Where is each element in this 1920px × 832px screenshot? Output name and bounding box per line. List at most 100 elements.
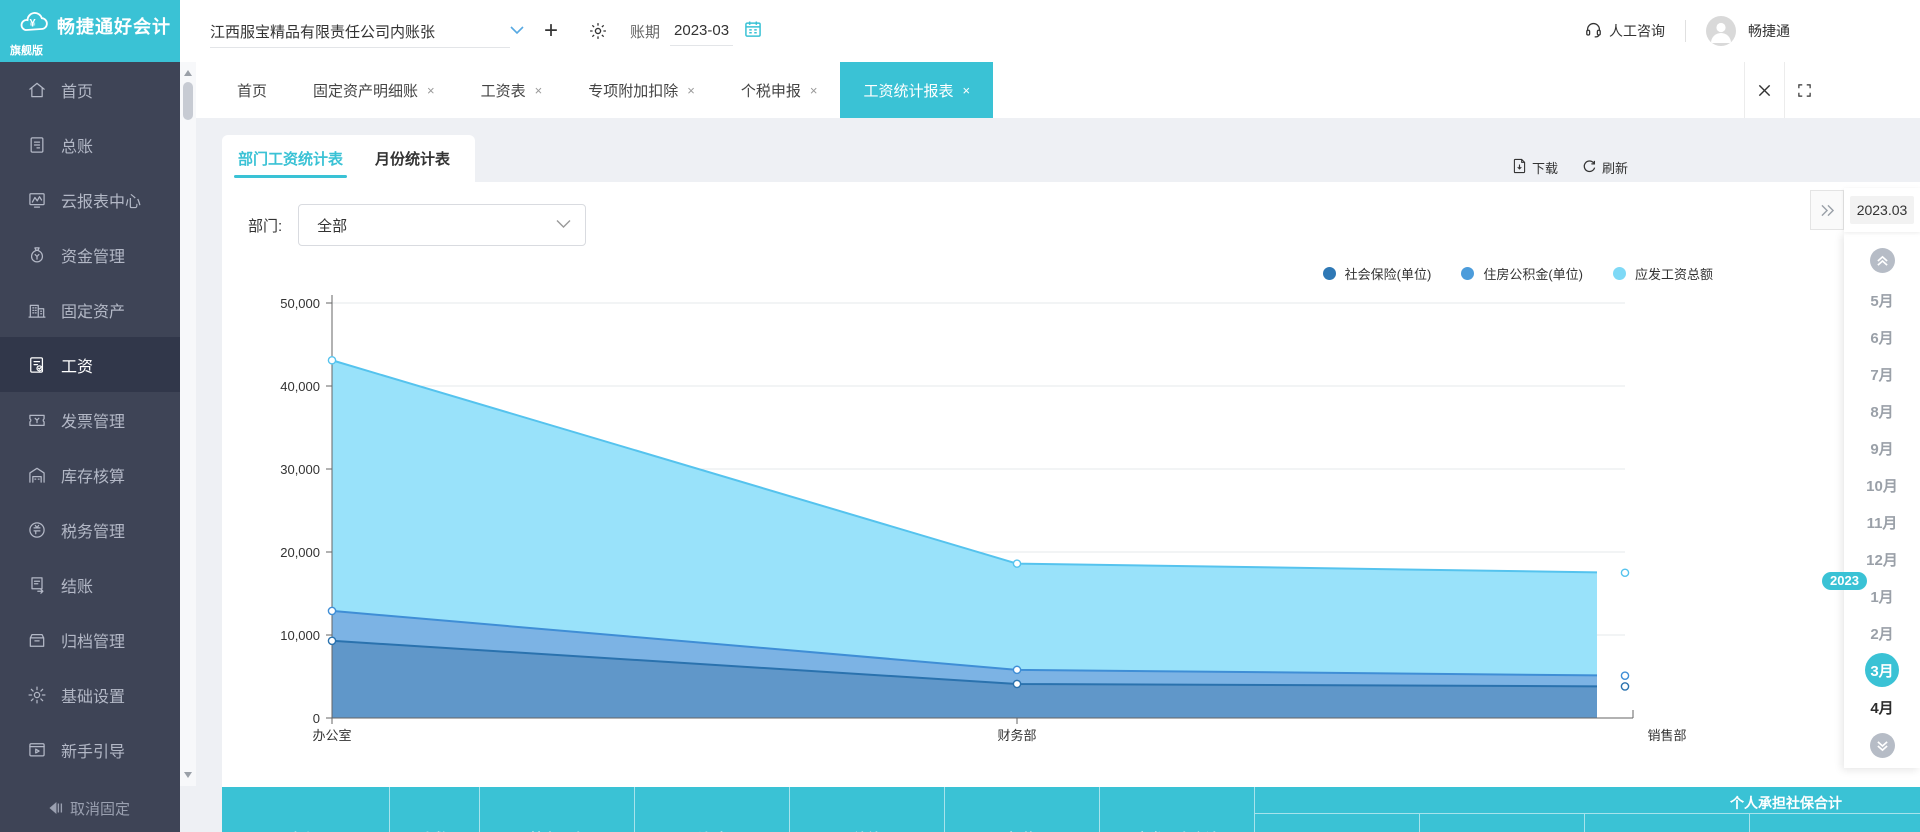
sidebar-item[interactable]: 税务管理	[0, 502, 180, 557]
salary-area-chart[interactable]: 0 10,000 20,000 30,000 40,000 50,000 办公室 财务部 销售部	[262, 262, 1742, 762]
unpin-sidebar-button[interactable]: 取消固定	[0, 792, 180, 824]
months-scroll-down-icon[interactable]	[1870, 733, 1895, 758]
table-column-header[interactable]: 扣款	[945, 787, 1100, 832]
company-selector[interactable]: 江西服宝精品有限责任公司内账张	[210, 0, 524, 62]
table-column-header[interactable]: 绩效	[790, 787, 945, 832]
app-edition: 旗舰版	[10, 45, 43, 57]
tab-item[interactable]: 个税申报 ×	[718, 62, 841, 118]
month-item[interactable]: 3月	[1844, 653, 1920, 687]
sidebar-item[interactable]: 发票管理	[0, 392, 180, 447]
guide-icon	[29, 742, 45, 756]
calendar-icon[interactable]	[743, 19, 763, 44]
svg-text:10,000: 10,000	[280, 628, 320, 643]
month-item[interactable]: 4月	[1844, 690, 1920, 724]
company-underline	[210, 47, 510, 48]
settings-icon	[28, 685, 46, 704]
sidebar-item[interactable]: 固定资产	[0, 282, 180, 337]
legend-item[interactable]: 应发工资总额	[1612, 264, 1713, 283]
month-label: 5月	[1870, 292, 1894, 310]
table-column-header[interactable]: 基本工资	[480, 787, 635, 832]
month-label: 2月	[1870, 625, 1894, 643]
sidebar-item[interactable]: 云报表中心	[0, 172, 180, 227]
salary-icon	[30, 356, 44, 373]
table-column-header[interactable]: 应发工资合计	[1100, 787, 1255, 832]
download-button[interactable]: 下载	[1512, 158, 1558, 177]
period-value[interactable]: 2023-03	[670, 16, 734, 46]
support-button[interactable]: 人工咨询	[1584, 20, 1665, 42]
month-item[interactable]: 1月	[1844, 579, 1920, 613]
sidebar-item-label: 库存核算	[61, 468, 126, 486]
year-badge: 2023	[1822, 572, 1867, 590]
tab-item[interactable]: 专项附加扣除 ×	[565, 62, 718, 118]
sidebar-item[interactable]: 基础设置	[0, 667, 180, 722]
sidebar-item[interactable]: 资金管理	[0, 227, 180, 282]
sidebar-item-label: 固定资产	[61, 303, 126, 321]
app-logo: ¥ 畅捷通好会计 旗舰版	[0, 0, 180, 62]
sidebar-item-label: 总账	[61, 138, 94, 156]
chevron-down-icon	[510, 22, 524, 40]
tab-close-icon[interactable]: ×	[809, 82, 818, 98]
month-item[interactable]: 9月	[1844, 431, 1920, 465]
month-selector-panel: 5月 6月 7月 8月 9月 10月 11月 12月 1月 2月 3月 4月	[1844, 232, 1920, 768]
fullscreen-icon[interactable]	[1784, 62, 1824, 118]
month-item[interactable]: 6月	[1844, 320, 1920, 354]
month-item[interactable]: 10月	[1844, 468, 1920, 502]
support-label: 人工咨询	[1609, 23, 1665, 39]
sidebar-nav: 首页总账云报表中心 资金管理固定资产工资 发票管理库存核算税务管理结账 归档管理基础设…	[0, 62, 180, 832]
period-control: 账期 2023-03	[630, 0, 763, 62]
sidebar-item[interactable]: 总账	[0, 117, 180, 172]
cloud-report-icon	[29, 192, 45, 208]
tab-item[interactable]: 固定资产明细账 ×	[290, 62, 458, 118]
month-item[interactable]: 7月	[1844, 357, 1920, 391]
sidebar-scrollbar[interactable]	[180, 62, 196, 786]
scroll-down-arrow-icon[interactable]	[184, 772, 192, 778]
svg-text:¥: ¥	[30, 18, 37, 30]
table-group-header-label[interactable]: 个人承担社保合计	[1730, 795, 1842, 811]
sidebar-item[interactable]: 归档管理	[0, 612, 180, 667]
tab-close-icon[interactable]: ×	[962, 82, 971, 98]
legend-item[interactable]: 社会保险(单位)	[1322, 264, 1431, 283]
month-item[interactable]: 11月	[1844, 505, 1920, 539]
scroll-up-arrow-icon[interactable]	[184, 70, 192, 76]
months-scroll-up-icon[interactable]	[1870, 248, 1895, 273]
legend-dot	[1461, 267, 1475, 280]
table-column-header[interactable]: 津贴	[635, 787, 790, 832]
sidebar-item[interactable]: 首页	[0, 62, 180, 117]
add-account-button[interactable]: +	[543, 17, 558, 44]
sidebar-item-label: 基础设置	[61, 688, 126, 706]
close-icon[interactable]	[1744, 62, 1784, 118]
user-name[interactable]: 畅捷通	[1748, 23, 1790, 39]
report-subtab[interactable]: 月份统计表	[375, 151, 451, 168]
panel-collapse-button[interactable]	[1810, 190, 1844, 230]
sidebar-item[interactable]: 库存核算	[0, 447, 180, 502]
table-column-header[interactable]: 人数	[390, 787, 480, 832]
month-item[interactable]: 12月	[1844, 542, 1920, 576]
gear-icon[interactable]	[585, 18, 611, 44]
legend-item[interactable]: 住房公积金(单位)	[1461, 264, 1583, 283]
month-item[interactable]: 8月	[1844, 394, 1920, 428]
month-item[interactable]: 5月	[1844, 283, 1920, 317]
department-select[interactable]: 全部	[298, 204, 587, 246]
department-select-value: 全部	[317, 217, 348, 235]
tab-close-icon[interactable]: ×	[427, 82, 435, 98]
month-item[interactable]: 2月	[1844, 616, 1920, 650]
chart-svg: 0 10,000 20,000 30,000 40,000 50,000 办公室 财务部 销售部	[280, 295, 1687, 743]
divider	[1685, 20, 1686, 42]
sidebar-item[interactable]: 新手引导	[0, 722, 180, 777]
panel-period-box[interactable]: 2023.03	[1844, 188, 1920, 232]
report-subtab[interactable]: 部门工资统计表	[222, 135, 359, 182]
tab-item[interactable]: 工资表 ×	[458, 62, 566, 118]
tab-label: 固定资产明细账	[313, 82, 419, 100]
sidebar-item[interactable]: 工资	[0, 337, 180, 392]
table-column-header[interactable]: 部门	[222, 787, 390, 832]
sidebar-item-label: 税务管理	[61, 523, 126, 541]
sidebar-item[interactable]: 结账	[0, 557, 180, 612]
tab-close-icon[interactable]: ×	[687, 82, 695, 98]
tab-close-icon[interactable]: ×	[534, 82, 543, 98]
svg-text:50,000: 50,000	[280, 296, 320, 311]
avatar[interactable]	[1706, 16, 1736, 46]
tab-item[interactable]: 工资统计报表 ×	[840, 62, 994, 118]
refresh-button[interactable]: 刷新	[1582, 158, 1628, 177]
tab-item[interactable]: 首页	[214, 62, 290, 118]
scrollbar-thumb[interactable]	[183, 82, 193, 120]
